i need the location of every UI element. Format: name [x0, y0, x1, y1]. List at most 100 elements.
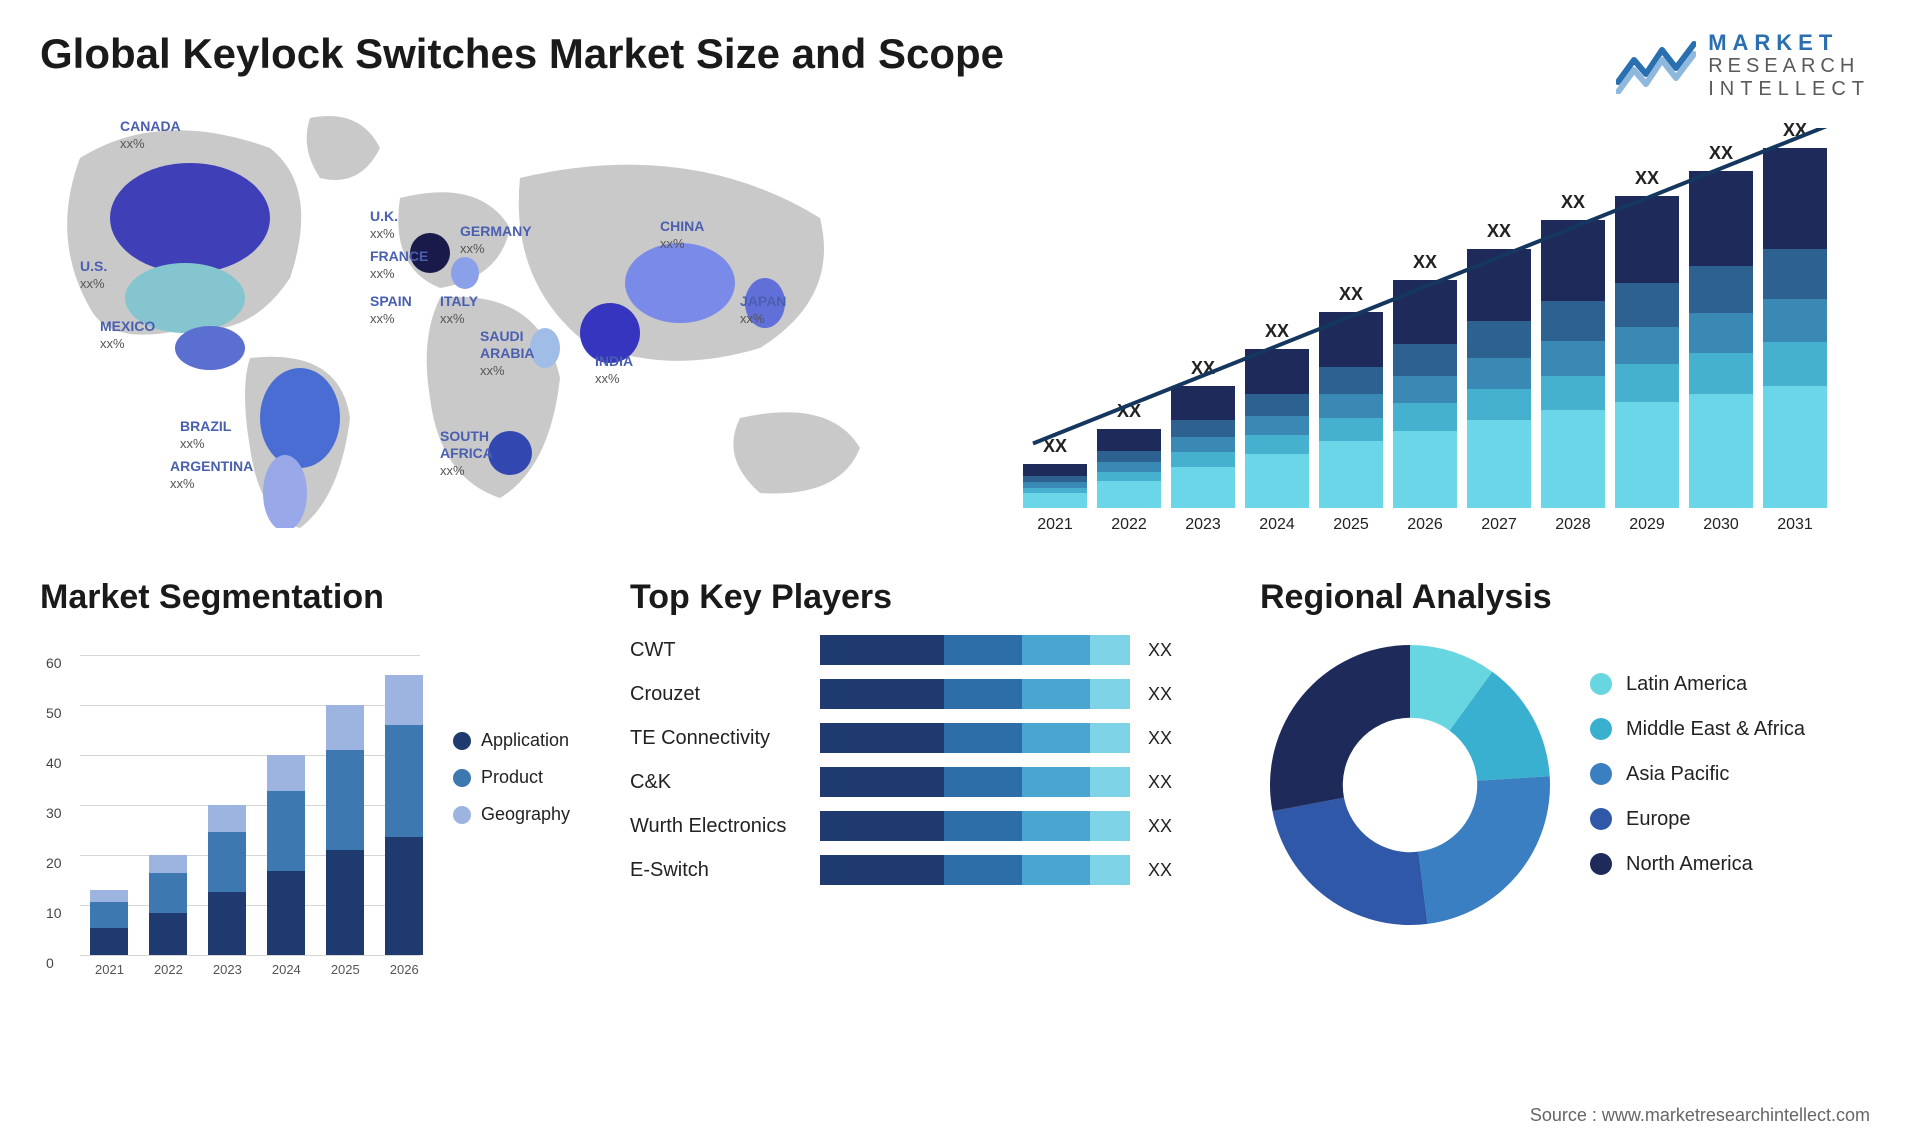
- growth-bar-segment: [1541, 410, 1605, 508]
- key-player-value: XX: [1148, 860, 1172, 881]
- growth-bar-segment: [1171, 386, 1235, 420]
- legend-swatch: [453, 732, 471, 750]
- map-label: FRANCExx%: [370, 248, 428, 282]
- key-player-bar: [820, 811, 1130, 841]
- legend-swatch: [1590, 763, 1612, 785]
- growth-bar-segment: [1393, 344, 1457, 376]
- growth-bar-segment: [1245, 349, 1309, 393]
- regional-legend-item: North America: [1590, 853, 1805, 876]
- key-player-bar: [820, 855, 1130, 885]
- map-label: GERMANYxx%: [460, 223, 532, 257]
- segmentation-ytick: 0: [46, 955, 54, 971]
- growth-bar-segment: [1541, 220, 1605, 301]
- map-highlight-region: [530, 328, 560, 368]
- key-player-bar: [820, 679, 1130, 709]
- legend-swatch: [1590, 808, 1612, 830]
- growth-bar-value: XX: [1689, 143, 1753, 164]
- growth-bar-segment: [1245, 435, 1309, 454]
- growth-bar-value: XX: [1763, 120, 1827, 141]
- regional-donut: [1260, 635, 1560, 935]
- growth-bar-value: XX: [1467, 221, 1531, 242]
- key-player-bar-segment: [1090, 723, 1130, 753]
- key-player-row: Wurth ElectronicsXX: [630, 811, 1230, 841]
- growth-bar: XX2026: [1393, 280, 1457, 508]
- growth-bar-segment: [1467, 420, 1531, 508]
- legend-label: Middle East & Africa: [1626, 718, 1805, 741]
- key-player-name: E-Switch: [630, 859, 820, 882]
- source-credit: Source : www.marketresearchintellect.com: [1530, 1105, 1870, 1126]
- growth-bar-value: XX: [1541, 192, 1605, 213]
- growth-bar-segment: [1171, 452, 1235, 467]
- growth-bar-segment: [1689, 353, 1753, 393]
- segmentation-bar-segment: [90, 902, 128, 928]
- map-highlight-region: [451, 257, 479, 289]
- growth-bar-segment: [1689, 313, 1753, 353]
- key-player-bar: [820, 767, 1130, 797]
- map-label: BRAZILxx%: [180, 418, 231, 452]
- key-player-bar-segment: [1022, 723, 1090, 753]
- growth-bar-segment: [1467, 249, 1531, 322]
- key-player-bar-segment: [1022, 635, 1090, 665]
- growth-bar-segment: [1097, 462, 1161, 472]
- segmentation-gridline: [80, 705, 420, 706]
- growth-bar-segment: [1171, 437, 1235, 452]
- segmentation-bar-segment: [385, 837, 423, 955]
- segmentation-gridline: [80, 755, 420, 756]
- key-player-name: C&K: [630, 771, 820, 794]
- segmentation-bar: [385, 675, 423, 955]
- legend-swatch: [1590, 718, 1612, 740]
- map-label: MEXICOxx%: [100, 318, 155, 352]
- growth-bar-segment: [1467, 389, 1531, 420]
- key-player-bar-segment: [944, 811, 1022, 841]
- logo-text-line2: RESEARCH: [1708, 55, 1870, 78]
- growth-bar-year: 2027: [1467, 516, 1531, 534]
- growth-bar-segment: [1763, 299, 1827, 342]
- key-player-name: Crouzet: [630, 683, 820, 706]
- legend-label: Application: [481, 730, 569, 751]
- map-highlight-region: [260, 368, 340, 468]
- segmentation-bar: [267, 755, 305, 955]
- growth-bar-year: 2022: [1097, 516, 1161, 534]
- map-label: SOUTHAFRICAxx%: [440, 428, 493, 478]
- key-player-bar-segment: [944, 855, 1022, 885]
- segmentation-bar-segment: [149, 855, 187, 873]
- growth-bar-segment: [1615, 364, 1679, 401]
- growth-bar-segment: [1615, 402, 1679, 508]
- logo-text-line1: MARKET: [1708, 30, 1870, 55]
- growth-bar-year: 2021: [1023, 516, 1087, 534]
- regional-legend-item: Latin America: [1590, 673, 1805, 696]
- donut-slice: [1418, 776, 1550, 924]
- growth-bar-segment: [1393, 280, 1457, 344]
- growth-bar-segment: [1763, 386, 1827, 508]
- segmentation-legend: ApplicationProductGeography: [453, 730, 570, 841]
- growth-chart-panel: XX2021XX2022XX2023XX2024XX2025XX2026XX20…: [970, 98, 1880, 538]
- segmentation-gridline: [80, 655, 420, 656]
- segmentation-ytick: 40: [46, 755, 62, 771]
- legend-label: North America: [1626, 853, 1753, 876]
- growth-bar-segment: [1541, 376, 1605, 411]
- growth-bar-segment: [1393, 431, 1457, 508]
- segmentation-year-label: 2024: [263, 962, 309, 977]
- growth-bar-segment: [1763, 148, 1827, 249]
- growth-bar-segment: [1023, 464, 1087, 476]
- growth-bar-year: 2030: [1689, 516, 1753, 534]
- growth-bar-segment: [1615, 283, 1679, 327]
- map-label: U.S.xx%: [80, 258, 107, 292]
- segmentation-bar-segment: [267, 791, 305, 871]
- key-players-panel: Top Key Players CWTXXCrouzetXXTE Connect…: [630, 578, 1230, 1008]
- regional-legend: Latin AmericaMiddle East & AfricaAsia Pa…: [1590, 673, 1805, 898]
- key-player-bar-segment: [1022, 767, 1090, 797]
- regional-panel: Regional Analysis Latin AmericaMiddle Ea…: [1260, 578, 1880, 1008]
- segmentation-legend-item: Product: [453, 767, 570, 788]
- map-label: INDIAxx%: [595, 353, 633, 387]
- growth-bar-segment: [1467, 358, 1531, 389]
- growth-bar-segment: [1319, 418, 1383, 442]
- growth-bar: XX2021: [1023, 464, 1087, 508]
- segmentation-year-label: 2021: [86, 962, 132, 977]
- growth-bar-segment: [1097, 451, 1161, 462]
- growth-bar-segment: [1615, 196, 1679, 283]
- segmentation-ytick: 60: [46, 655, 62, 671]
- key-player-bar-segment: [944, 635, 1022, 665]
- growth-bar-segment: [1319, 441, 1383, 508]
- segmentation-bar-segment: [208, 805, 246, 832]
